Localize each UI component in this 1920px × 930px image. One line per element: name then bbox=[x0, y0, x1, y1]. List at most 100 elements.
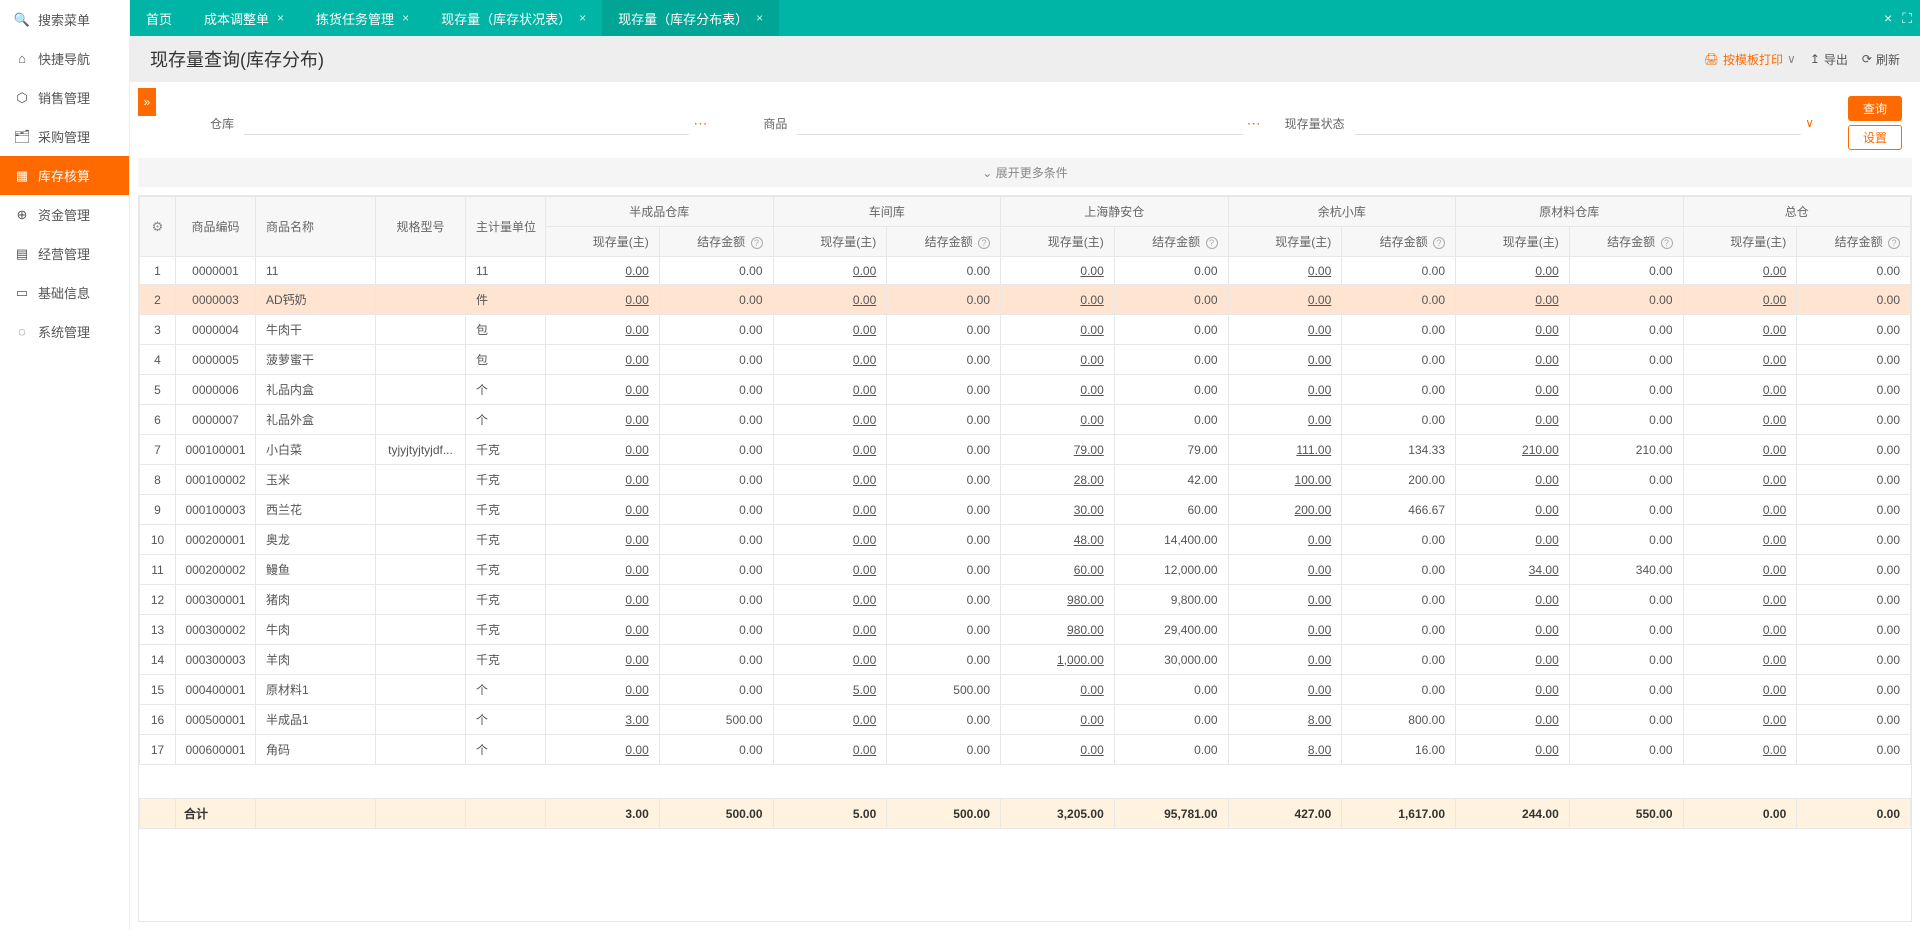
expand-more-button[interactable]: ⌄ 展开更多条件 bbox=[138, 158, 1912, 187]
sidebar-item-7[interactable]: ▭基础信息 bbox=[0, 273, 129, 312]
cell-val[interactable]: 0.00 bbox=[546, 525, 660, 555]
cell-val[interactable]: 0.00 bbox=[546, 585, 660, 615]
cell-val[interactable]: 0.00 bbox=[1456, 375, 1570, 405]
cell-val[interactable]: 0.00 bbox=[1683, 315, 1797, 345]
warehouse-more-icon[interactable]: ⋯ bbox=[689, 115, 711, 132]
cell-val[interactable]: 0.00 bbox=[1001, 257, 1115, 285]
cell-val[interactable]: 0.00 bbox=[546, 375, 660, 405]
cell-val[interactable]: 0.00 bbox=[1456, 735, 1570, 765]
cell-val[interactable]: 0.00 bbox=[546, 675, 660, 705]
table-row[interactable]: 20000003AD钙奶件0.000.000.000.000.000.000.0… bbox=[140, 285, 1911, 315]
cell-val[interactable]: 0.00 bbox=[1683, 555, 1797, 585]
cell-val[interactable]: 0.00 bbox=[1228, 345, 1342, 375]
cell-val[interactable]: 0.00 bbox=[1683, 525, 1797, 555]
cell-val[interactable]: 0.00 bbox=[1456, 525, 1570, 555]
sidebar-item-1[interactable]: ⌂快捷导航 bbox=[0, 39, 129, 78]
cell-val[interactable]: 8.00 bbox=[1228, 705, 1342, 735]
help-icon[interactable]: ? bbox=[1661, 237, 1673, 249]
cell-val[interactable]: 0.00 bbox=[773, 585, 887, 615]
cell-val[interactable]: 0.00 bbox=[546, 315, 660, 345]
cell-val[interactable]: 0.00 bbox=[773, 555, 887, 585]
cell-val[interactable]: 34.00 bbox=[1456, 555, 1570, 585]
sidebar-item-5[interactable]: ⊕资金管理 bbox=[0, 195, 129, 234]
cell-val[interactable]: 0.00 bbox=[546, 435, 660, 465]
table-row[interactable]: 14000300003羊肉千克0.000.000.000.001,000.003… bbox=[140, 645, 1911, 675]
cell-val[interactable]: 980.00 bbox=[1001, 615, 1115, 645]
cell-val[interactable]: 0.00 bbox=[1228, 615, 1342, 645]
cell-val[interactable]: 0.00 bbox=[773, 705, 887, 735]
cell-val[interactable]: 0.00 bbox=[773, 615, 887, 645]
cell-val[interactable]: 0.00 bbox=[1683, 345, 1797, 375]
cell-val[interactable]: 3.00 bbox=[546, 705, 660, 735]
query-button[interactable]: 查询 bbox=[1848, 96, 1902, 121]
cell-val[interactable]: 0.00 bbox=[1001, 705, 1115, 735]
status-dropdown-icon[interactable]: ∨ bbox=[1801, 116, 1818, 130]
close-icon[interactable]: × bbox=[277, 11, 284, 25]
cell-val[interactable]: 0.00 bbox=[773, 315, 887, 345]
sidebar-item-2[interactable]: ⬡销售管理 bbox=[0, 78, 129, 117]
cell-val[interactable]: 0.00 bbox=[1228, 525, 1342, 555]
cell-val[interactable]: 0.00 bbox=[1001, 315, 1115, 345]
print-button[interactable]: 🖨 按模板打印 ∨ bbox=[1704, 51, 1796, 68]
table-row[interactable]: 16000500001半成品1个3.00500.000.000.000.000.… bbox=[140, 705, 1911, 735]
cell-val[interactable]: 0.00 bbox=[546, 615, 660, 645]
cell-val[interactable]: 0.00 bbox=[773, 495, 887, 525]
cell-val[interactable]: 0.00 bbox=[773, 257, 887, 285]
tab-close-all-icon[interactable]: × bbox=[1884, 10, 1892, 26]
cell-val[interactable]: 0.00 bbox=[1228, 405, 1342, 435]
help-icon[interactable]: ? bbox=[1888, 237, 1900, 249]
export-button[interactable]: ↥ 导出 bbox=[1810, 51, 1848, 68]
cell-val[interactable]: 0.00 bbox=[773, 405, 887, 435]
settings-button[interactable]: 设置 bbox=[1848, 125, 1902, 150]
cell-val[interactable]: 0.00 bbox=[546, 495, 660, 525]
cell-val[interactable]: 0.00 bbox=[1456, 345, 1570, 375]
cell-val[interactable]: 0.00 bbox=[1228, 315, 1342, 345]
cell-val[interactable]: 0.00 bbox=[546, 555, 660, 585]
close-icon[interactable]: × bbox=[756, 11, 763, 25]
cell-val[interactable]: 0.00 bbox=[1001, 375, 1115, 405]
cell-val[interactable]: 8.00 bbox=[1228, 735, 1342, 765]
cell-val[interactable]: 0.00 bbox=[1683, 465, 1797, 495]
cell-val[interactable]: 0.00 bbox=[1001, 405, 1115, 435]
cell-val[interactable]: 980.00 bbox=[1001, 585, 1115, 615]
table-row[interactable]: 50000006礼品内盒个0.000.000.000.000.000.000.0… bbox=[140, 375, 1911, 405]
cell-val[interactable]: 0.00 bbox=[546, 285, 660, 315]
cell-val[interactable]: 0.00 bbox=[1456, 285, 1570, 315]
table-row[interactable]: 60000007礼品外盒个0.000.000.000.000.000.000.0… bbox=[140, 405, 1911, 435]
table-row[interactable]: 15000400001原材料1个0.000.005.00500.000.000.… bbox=[140, 675, 1911, 705]
cell-val[interactable]: 0.00 bbox=[1683, 375, 1797, 405]
cell-val[interactable]: 0.00 bbox=[773, 735, 887, 765]
cell-val[interactable]: 0.00 bbox=[546, 257, 660, 285]
cell-val[interactable]: 0.00 bbox=[1228, 257, 1342, 285]
cell-val[interactable]: 0.00 bbox=[1228, 555, 1342, 585]
tab-4[interactable]: 现存量（库存分布表）× bbox=[602, 0, 779, 36]
cell-val[interactable]: 0.00 bbox=[546, 345, 660, 375]
warehouse-input[interactable] bbox=[244, 112, 689, 135]
cell-val[interactable]: 0.00 bbox=[546, 405, 660, 435]
cell-val[interactable]: 0.00 bbox=[1683, 675, 1797, 705]
cell-val[interactable]: 5.00 bbox=[773, 675, 887, 705]
tab-fullscreen-icon[interactable]: ⛶ bbox=[1902, 10, 1912, 27]
collapse-filter-button[interactable]: » bbox=[138, 88, 156, 116]
cell-val[interactable]: 48.00 bbox=[1001, 525, 1115, 555]
cell-val[interactable]: 0.00 bbox=[1228, 585, 1342, 615]
help-icon[interactable]: ? bbox=[978, 237, 990, 249]
close-icon[interactable]: × bbox=[579, 11, 586, 25]
cell-val[interactable]: 60.00 bbox=[1001, 555, 1115, 585]
status-input[interactable] bbox=[1355, 112, 1802, 135]
product-more-icon[interactable]: ⋯ bbox=[1243, 115, 1265, 132]
table-row[interactable]: 7000100001小白菜tyjyjtyjtyjdf...千克0.000.000… bbox=[140, 435, 1911, 465]
cell-val[interactable]: 0.00 bbox=[1456, 675, 1570, 705]
cell-val[interactable]: 0.00 bbox=[546, 735, 660, 765]
sidebar-item-4[interactable]: ▦库存核算 bbox=[0, 156, 129, 195]
cell-val[interactable]: 0.00 bbox=[1456, 405, 1570, 435]
sidebar-item-0[interactable]: 🔍搜索菜单 bbox=[0, 0, 129, 39]
cell-val[interactable]: 0.00 bbox=[1228, 285, 1342, 315]
cell-val[interactable]: 0.00 bbox=[1001, 675, 1115, 705]
product-input[interactable] bbox=[797, 112, 1242, 135]
cell-val[interactable]: 0.00 bbox=[1683, 585, 1797, 615]
cell-val[interactable]: 0.00 bbox=[1683, 257, 1797, 285]
cell-val[interactable]: 30.00 bbox=[1001, 495, 1115, 525]
cell-val[interactable]: 0.00 bbox=[773, 285, 887, 315]
cell-val[interactable]: 0.00 bbox=[1456, 465, 1570, 495]
